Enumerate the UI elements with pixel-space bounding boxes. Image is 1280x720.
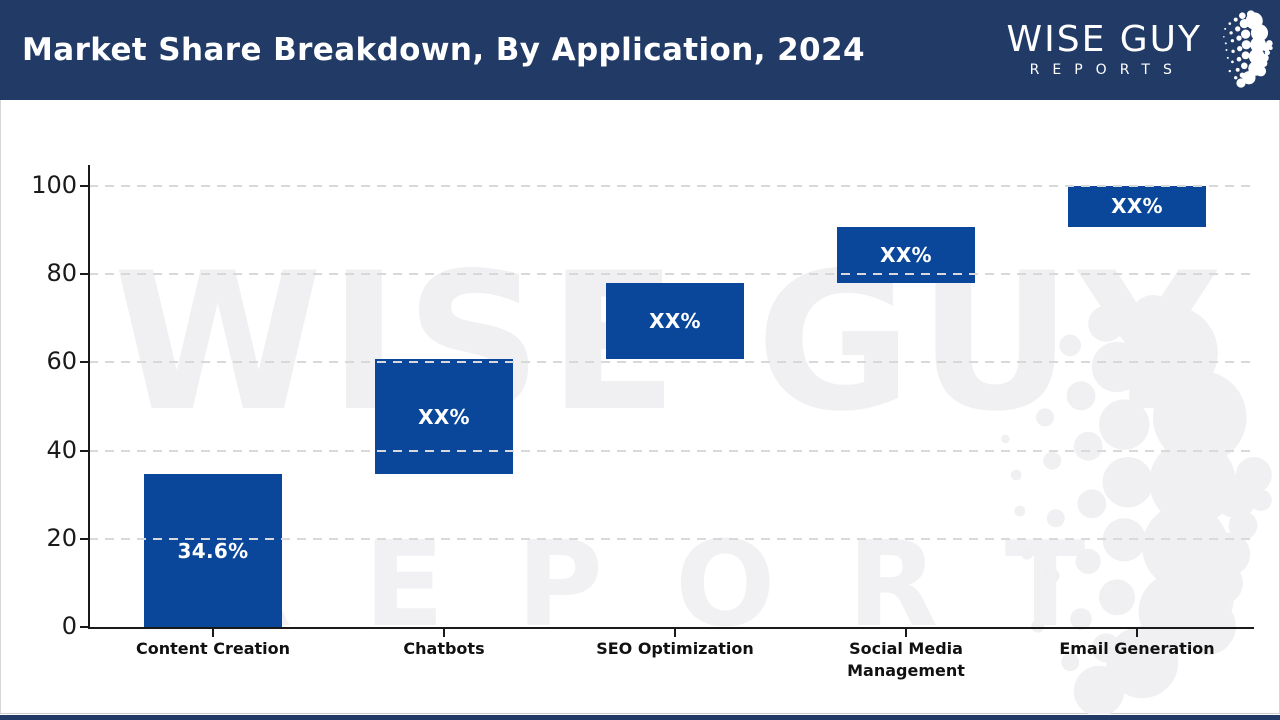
gridline-60 — [89, 361, 1254, 364]
y-tick-mark — [80, 273, 88, 276]
y-tick-label-0: 0 — [61, 612, 77, 640]
footer-divider — [0, 713, 1280, 714]
watermark-subtext: REPORTS — [201, 515, 1280, 653]
logo: WISE GUY REPORTS — [1007, 10, 1275, 90]
y-tick-mark — [80, 361, 88, 364]
page-title: Market Share Breakdown, By Application, … — [22, 32, 865, 68]
x-axis-label: SEO Optimization — [596, 639, 754, 658]
bar-content-creation: 34.6% — [144, 474, 282, 627]
y-tick-label-40: 40 — [46, 435, 77, 464]
x-axis-label: Social Media Management — [847, 639, 965, 680]
bar-value-label: 34.6% — [177, 538, 249, 563]
bar-value-label: XX% — [649, 308, 701, 333]
x-tick-mark — [212, 629, 214, 637]
x-tick-mark — [443, 629, 445, 637]
y-tick-label-60: 60 — [46, 347, 77, 376]
y-tick-mark — [80, 449, 88, 452]
bar-value-label: XX% — [880, 242, 932, 267]
footer-bar — [0, 715, 1280, 720]
y-tick-mark — [80, 626, 88, 628]
y-tick-label-100: 100 — [31, 171, 77, 199]
gridline-100 — [89, 185, 1254, 187]
x-axis-label: Chatbots — [403, 639, 485, 658]
gridline-80 — [89, 273, 1254, 276]
header: Market Share Breakdown, By Application, … — [0, 0, 1280, 100]
bar-value-label: XX% — [418, 404, 470, 429]
x-axis-label: Content Creation — [135, 639, 291, 658]
logo-wordmark-line2: REPORTS — [1029, 62, 1185, 78]
gridline-40 — [89, 449, 1254, 452]
logo-face-icon — [1223, 10, 1273, 88]
y-tick-mark — [80, 185, 88, 187]
x-axis-label: Email Generation — [1059, 639, 1215, 658]
bar-email-generation: XX% — [1068, 186, 1206, 227]
logo-wordmark: WISE GUY REPORTS — [1006, 19, 1203, 79]
bar-value-label: XX% — [1111, 194, 1163, 219]
y-tick-mark — [80, 537, 88, 540]
y-tick-label-20: 20 — [46, 523, 77, 552]
bar-seo-optimization: XX% — [606, 283, 744, 359]
y-axis-line — [88, 165, 90, 629]
x-tick-mark — [1136, 629, 1138, 637]
bar-chatbots: XX% — [375, 358, 513, 475]
x-tick-mark — [674, 629, 676, 637]
x-axis-line — [88, 627, 1254, 629]
x-tick-mark — [905, 629, 907, 637]
gridline-20 — [89, 537, 1254, 540]
logo-wordmark-line1: WISE GUY — [1006, 19, 1202, 60]
chart-area: WISE GUY REPORTS 34.6% XX% XX% XX% XX% 0 20 40 6… — [0, 100, 1280, 714]
y-tick-label-80: 80 — [46, 259, 77, 288]
